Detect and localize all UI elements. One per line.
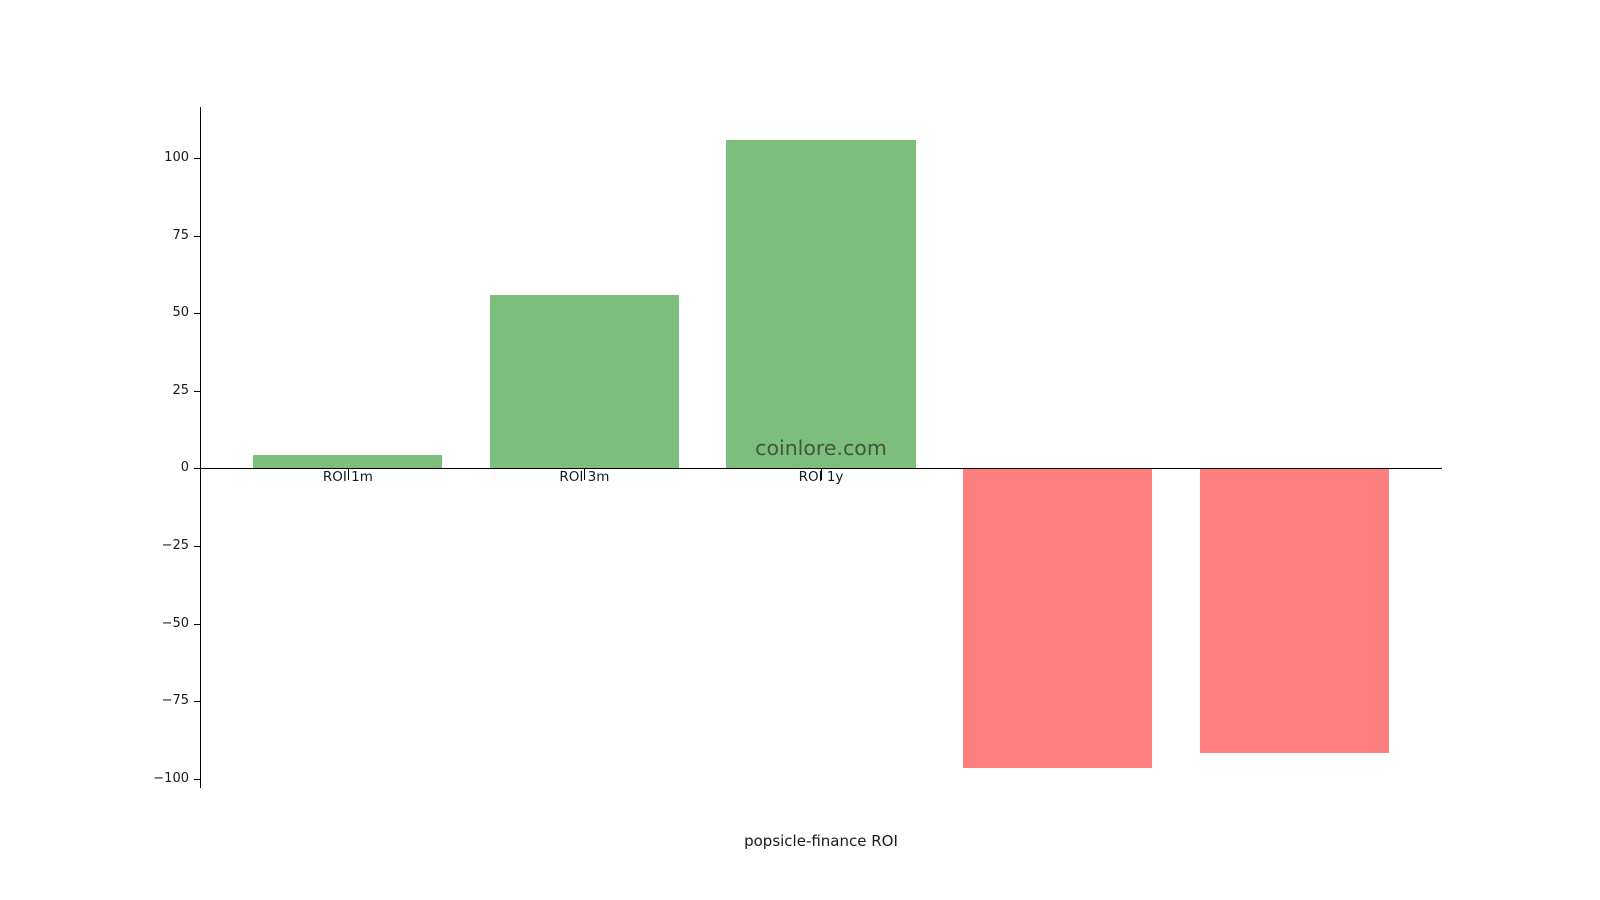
bar-roi-1y (726, 139, 916, 469)
plot-area: coinlore.com −100 −75 −50 −25 0 25 50 75 100 ROI … (153, 107, 1442, 788)
y-tick-label: 50 (172, 305, 189, 321)
bar-roi-1m (253, 455, 443, 469)
y-tick-label: −75 (161, 693, 189, 709)
chart-title: popsicle-finance ROI (744, 832, 898, 850)
y-tick-label: 0 (180, 460, 189, 476)
watermark-text: coinlore.com (755, 435, 887, 460)
y-tick-mark (194, 235, 200, 237)
x-tick-mark (821, 468, 822, 481)
y-tick-mark (194, 778, 200, 780)
x-tick-label: ROI 1y (798, 469, 844, 486)
y-axis-spine (200, 107, 201, 788)
x-tick-mark (584, 468, 586, 481)
y-tick-mark (194, 546, 200, 547)
y-tick-label: −50 (161, 615, 189, 631)
y-tick-mark (194, 701, 200, 703)
y-tick-mark (194, 158, 200, 160)
bar-roi-3m (489, 294, 680, 469)
x-tick-mark (347, 468, 349, 481)
y-tick-mark (194, 623, 200, 625)
bar-negative-3 (962, 469, 1153, 769)
y-tick-mark (194, 468, 200, 470)
y-tick-mark (194, 313, 200, 315)
y-tick-label: −100 (153, 770, 189, 786)
y-tick-label: 75 (172, 227, 189, 243)
y-tick-label: 100 (164, 150, 189, 166)
bar-negative-4 (1199, 469, 1389, 754)
y-tick-label: 25 (172, 382, 189, 398)
y-tick-mark (194, 390, 200, 392)
y-tick-label: −25 (161, 538, 189, 553)
